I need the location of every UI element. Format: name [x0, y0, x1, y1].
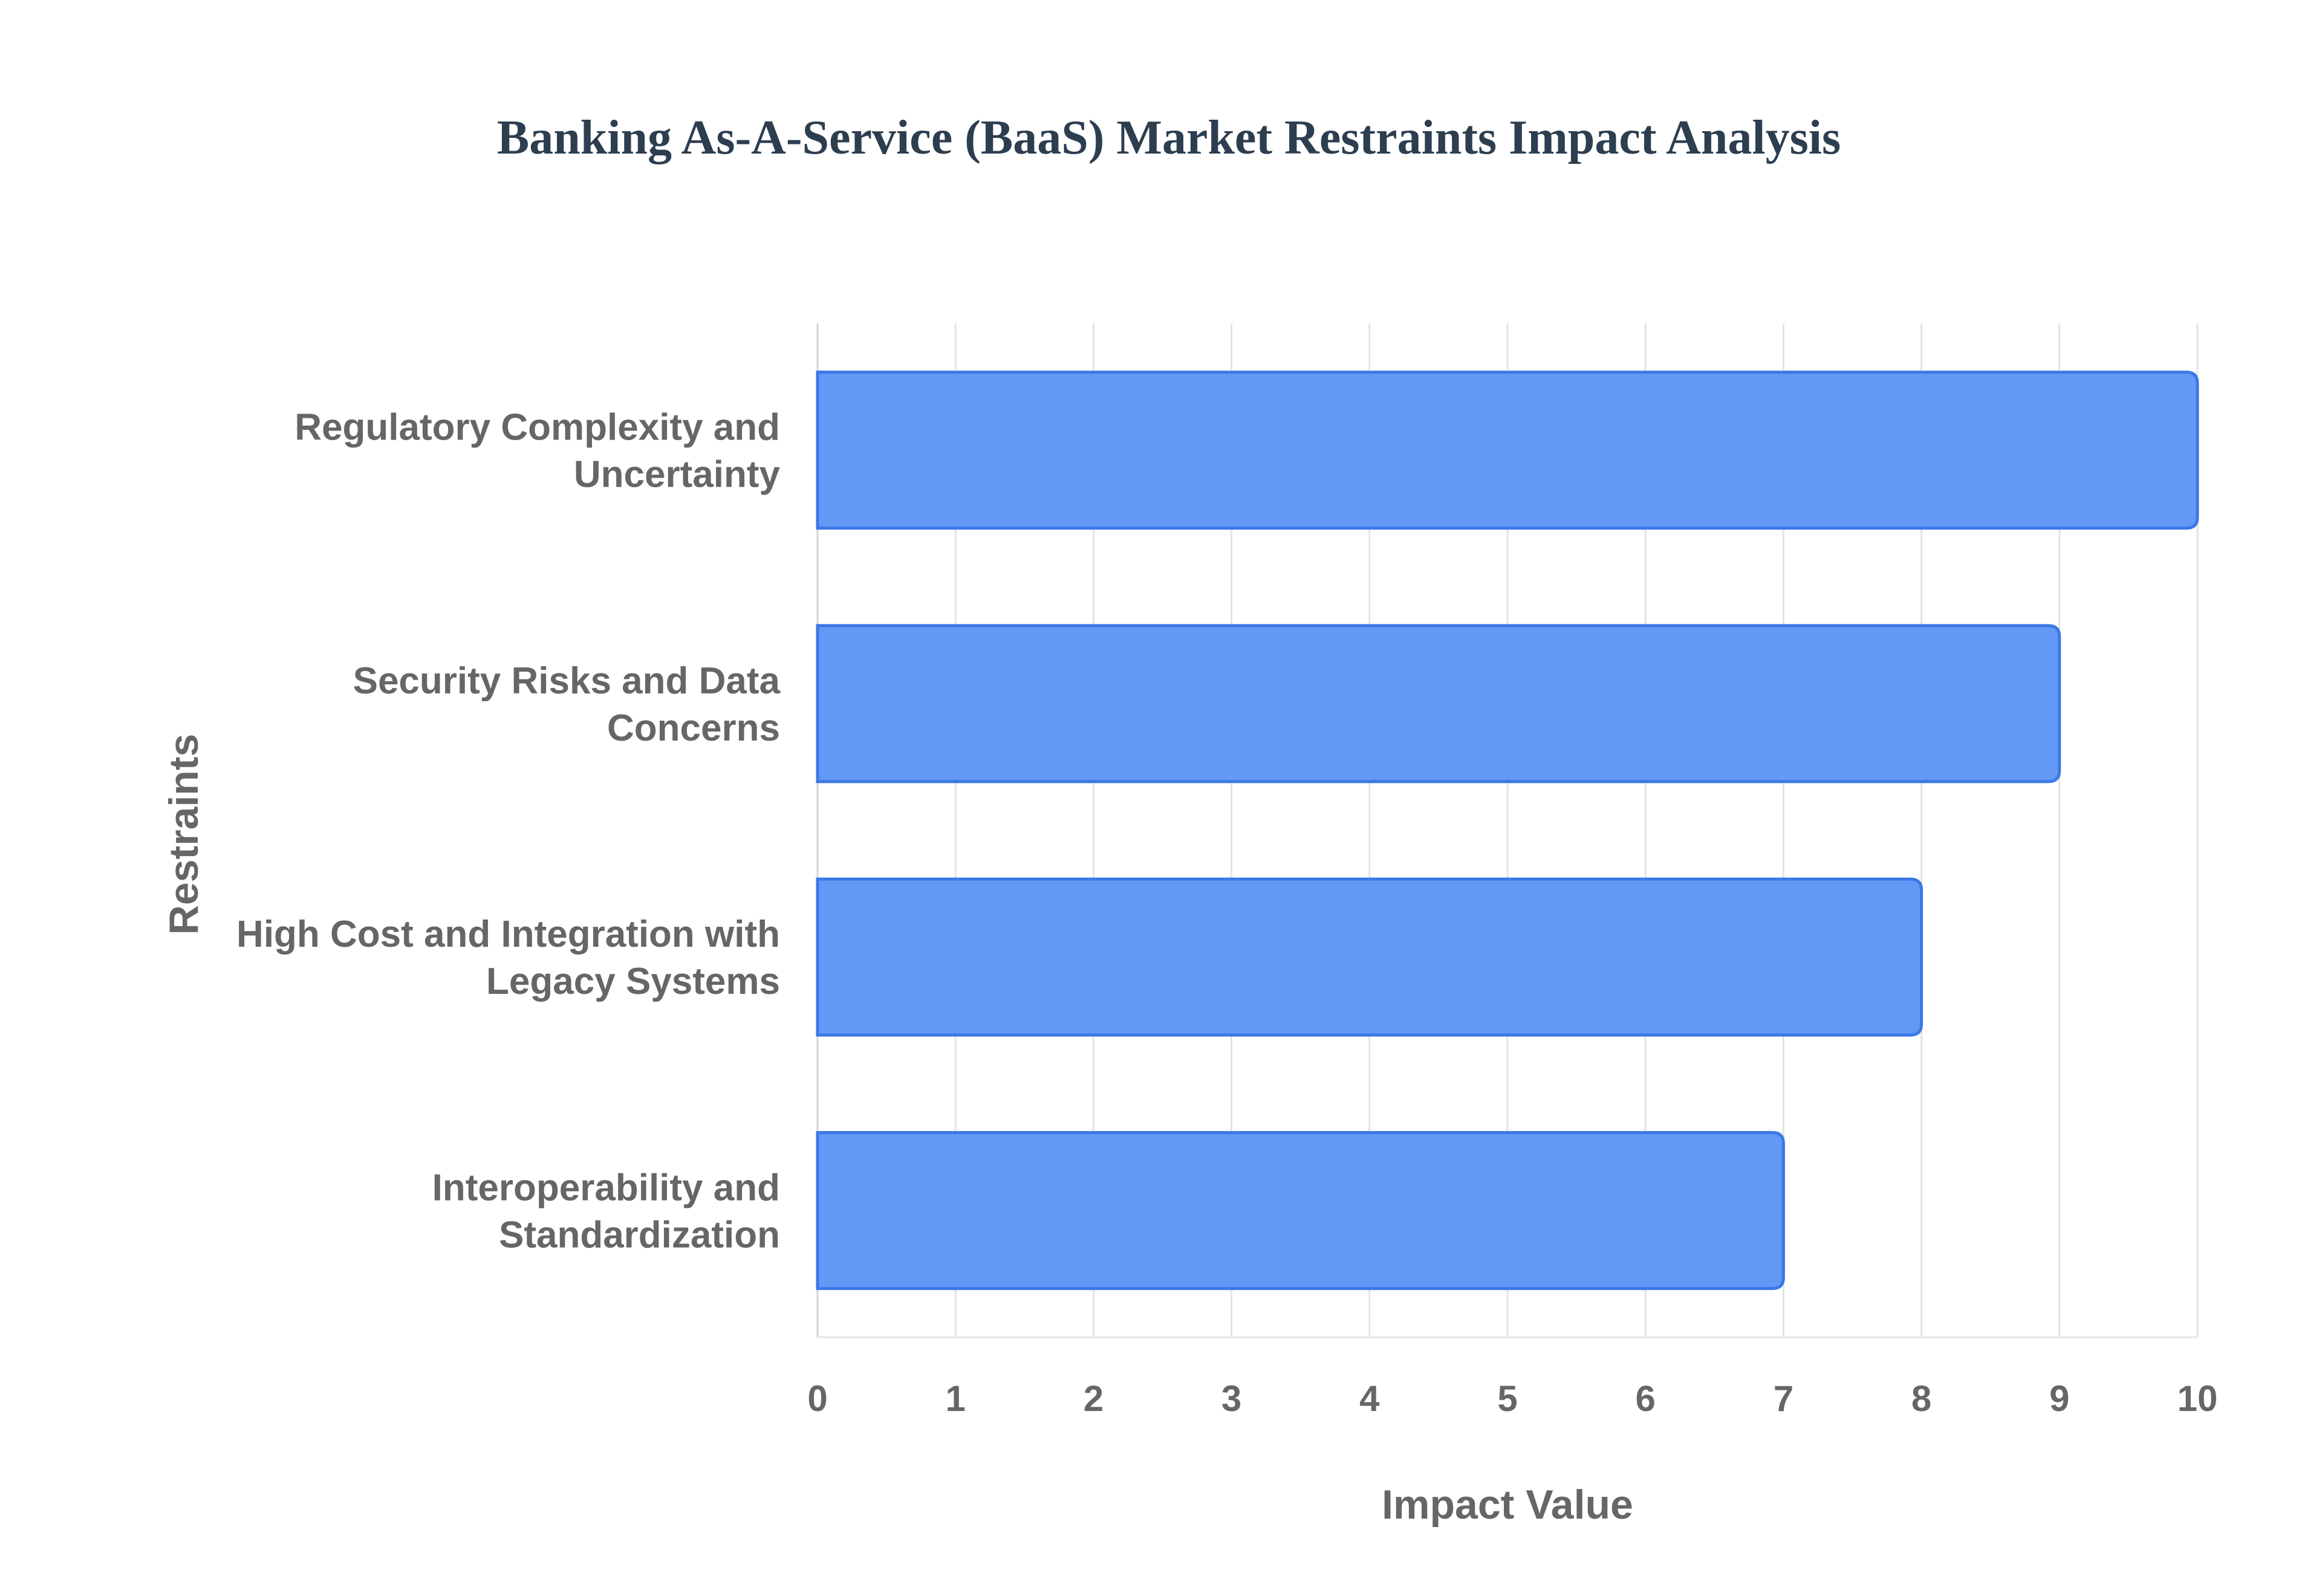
- x-tick-label: 6: [1636, 1378, 1656, 1419]
- category-labels: Regulatory Complexity and Uncertainty Secu…: [236, 407, 780, 1256]
- x-tick-label: 4: [1359, 1378, 1380, 1419]
- category-label: Regulatory Complexity and Uncertainty: [294, 407, 780, 496]
- y-axis-title: Restraints: [161, 734, 207, 935]
- x-tick-label: 0: [807, 1378, 827, 1419]
- x-tick-label: 1: [946, 1378, 966, 1419]
- bar[interactable]: [816, 1130, 1785, 1290]
- x-tick-label: 3: [1221, 1378, 1241, 1419]
- x-tick-label: 5: [1497, 1378, 1517, 1419]
- x-tick-label: 9: [2049, 1378, 2069, 1419]
- x-tick-label: 7: [1774, 1378, 1794, 1419]
- bars: [816, 371, 2199, 1290]
- category-label: Interoperability and Standardization: [432, 1167, 780, 1256]
- bar[interactable]: [816, 624, 2061, 783]
- category-label: Security Risks and Data Concerns: [353, 660, 781, 749]
- x-tick-label: 10: [2177, 1378, 2218, 1419]
- bar[interactable]: [816, 371, 2199, 530]
- x-axis-title: Impact Value: [1382, 1482, 1633, 1528]
- x-tick-label: 2: [1084, 1378, 1104, 1419]
- x-tick-label: 8: [1911, 1378, 1931, 1419]
- bar[interactable]: [816, 877, 1924, 1037]
- chart-title: Banking As-A-Service (BaaS) Market Restr…: [497, 111, 1841, 164]
- category-label: High Cost and Integration with Legacy Sys…: [236, 913, 780, 1002]
- x-tick-labels: 0 1 2 3 4 5 6 7 8 9 10: [807, 1378, 2217, 1419]
